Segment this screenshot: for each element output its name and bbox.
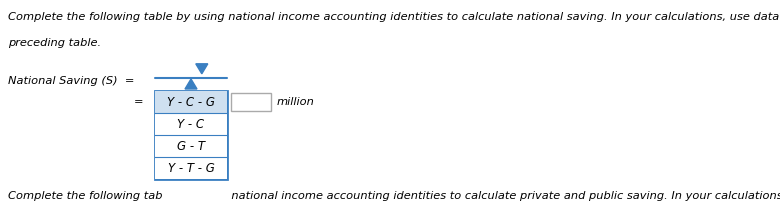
Bar (155, 135, 227, 157)
Text: G - T: G - T (177, 139, 205, 152)
Text: Complete the following table by using national income accounting identities to c: Complete the following table by using na… (8, 12, 780, 22)
Text: Y - T - G: Y - T - G (168, 162, 214, 174)
Bar (155, 113, 227, 135)
Polygon shape (196, 64, 207, 74)
Text: Y - C: Y - C (177, 117, 204, 130)
Bar (231, 93, 271, 111)
Text: National Saving (S)  =: National Saving (S) = (8, 76, 134, 86)
Text: Y - C - G: Y - C - G (167, 96, 215, 109)
Bar (155, 91, 227, 113)
Text: Complete the following tab                   national income accounting identiti: Complete the following tab national inco… (8, 191, 780, 201)
Text: million: million (277, 97, 315, 107)
Polygon shape (185, 79, 197, 89)
Text: =: = (133, 97, 143, 107)
Text: preceding table.: preceding table. (8, 38, 101, 48)
Bar (155, 91, 227, 179)
Bar (155, 157, 227, 179)
